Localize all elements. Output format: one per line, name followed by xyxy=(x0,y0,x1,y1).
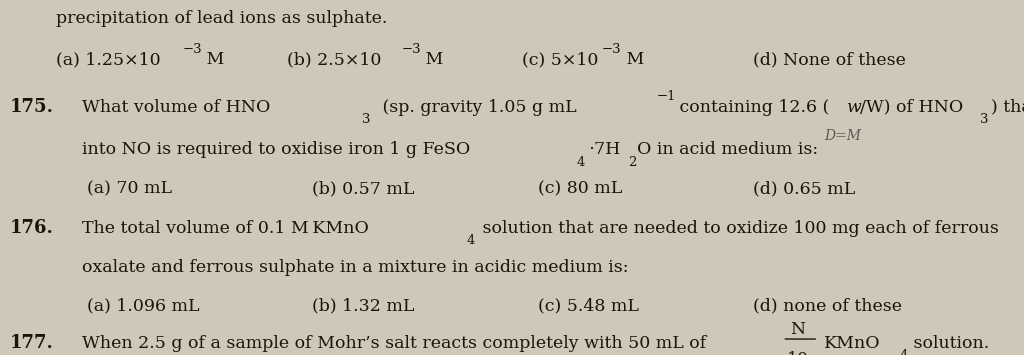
Text: 10: 10 xyxy=(786,351,809,355)
Text: 3: 3 xyxy=(362,113,371,126)
Text: O in acid medium is:: O in acid medium is: xyxy=(637,141,818,158)
Text: (d) 0.65 mL: (d) 0.65 mL xyxy=(753,180,855,197)
Text: (sp. gravity 1.05 g mL: (sp. gravity 1.05 g mL xyxy=(377,99,577,116)
Text: w: w xyxy=(846,99,861,116)
Text: precipitation of lead ions as sulphate.: precipitation of lead ions as sulphate. xyxy=(56,10,388,27)
Text: (a) 1.25×10: (a) 1.25×10 xyxy=(56,51,161,68)
Text: 4: 4 xyxy=(577,156,585,169)
Text: solution that are needed to oxidize 100 mg each of ferrous: solution that are needed to oxidize 100 … xyxy=(477,219,999,236)
Text: into NO is required to oxidise iron 1 g FeSO: into NO is required to oxidise iron 1 g … xyxy=(82,141,470,158)
Text: (b) 1.32 mL: (b) 1.32 mL xyxy=(312,297,415,315)
Text: When 2.5 g of a sample of Mohr’s salt reacts completely with 50 mL of: When 2.5 g of a sample of Mohr’s salt re… xyxy=(82,335,712,352)
Text: (d) None of these: (d) None of these xyxy=(753,51,905,68)
Text: (d) none of these: (d) none of these xyxy=(753,297,902,315)
Text: 176.: 176. xyxy=(10,219,54,236)
Text: 175.: 175. xyxy=(10,98,54,116)
Text: −3: −3 xyxy=(602,43,622,55)
Text: 177.: 177. xyxy=(10,334,54,352)
Text: What volume of HNO: What volume of HNO xyxy=(82,99,270,116)
Text: 4: 4 xyxy=(467,234,475,247)
Text: ) that reduce: ) that reduce xyxy=(991,99,1024,116)
Text: D=M: D=M xyxy=(824,129,861,143)
Text: oxalate and ferrous sulphate in a mixture in acidic medium is:: oxalate and ferrous sulphate in a mixtur… xyxy=(82,258,629,275)
Text: N: N xyxy=(791,321,805,338)
Text: (c) 5.48 mL: (c) 5.48 mL xyxy=(538,297,639,315)
Text: containing 12.6 (: containing 12.6 ( xyxy=(674,99,829,116)
Text: (a) 70 mL: (a) 70 mL xyxy=(87,180,172,197)
Text: (a) 1.096 mL: (a) 1.096 mL xyxy=(87,297,200,315)
Text: (c) 80 mL: (c) 80 mL xyxy=(538,180,622,197)
Text: KMnO: KMnO xyxy=(824,335,881,352)
Text: (c) 5×10: (c) 5×10 xyxy=(522,51,599,68)
Text: −1: −1 xyxy=(656,91,676,103)
Text: 3: 3 xyxy=(980,113,988,126)
Text: (b) 0.57 mL: (b) 0.57 mL xyxy=(312,180,415,197)
Text: M: M xyxy=(420,51,443,68)
Text: M: M xyxy=(201,51,224,68)
Text: ⋅7H: ⋅7H xyxy=(588,141,621,158)
Text: The total volume of 0.1 M KMnO: The total volume of 0.1 M KMnO xyxy=(82,219,369,236)
Text: 4: 4 xyxy=(899,349,907,355)
Text: solution.: solution. xyxy=(908,335,989,352)
Text: −3: −3 xyxy=(401,43,421,55)
Text: (b) 2.5×10: (b) 2.5×10 xyxy=(287,51,381,68)
Text: M: M xyxy=(621,51,644,68)
Text: 2: 2 xyxy=(628,156,636,169)
Text: −3: −3 xyxy=(182,43,202,55)
Text: /W) of HNO: /W) of HNO xyxy=(860,99,964,116)
